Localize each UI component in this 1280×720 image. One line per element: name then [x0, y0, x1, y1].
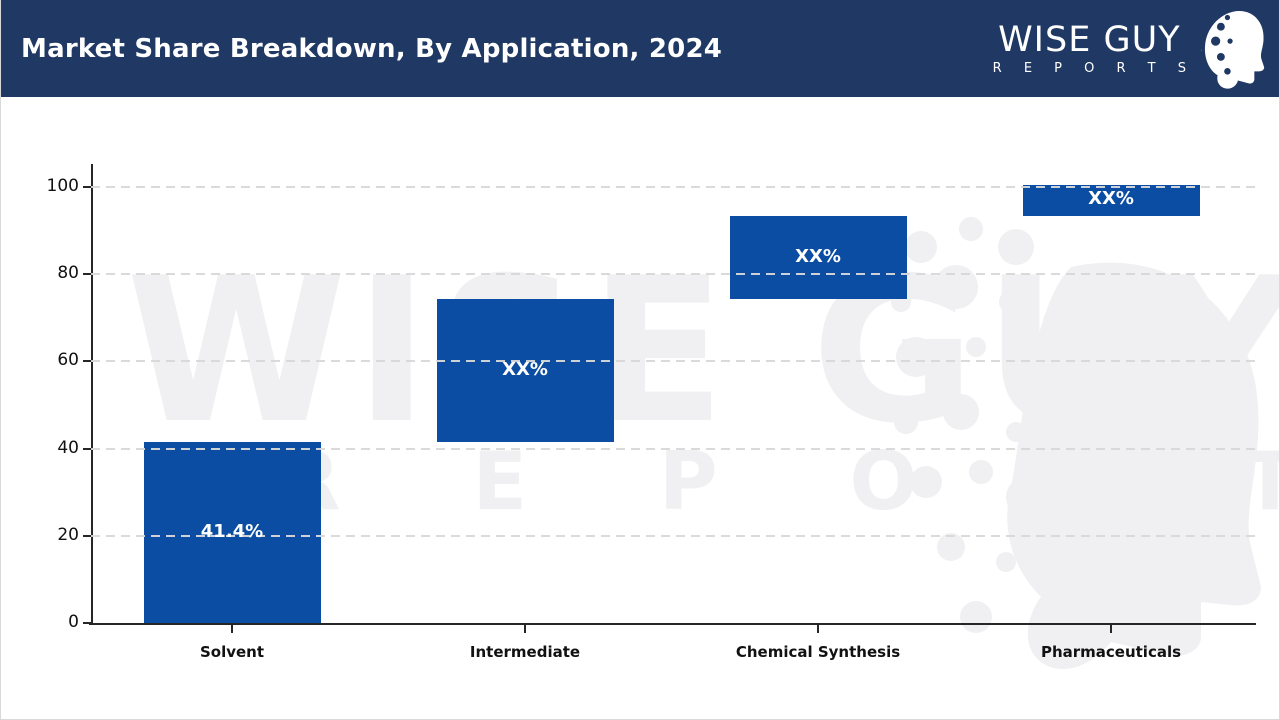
y-gridline	[91, 360, 1256, 363]
x-axis-line	[89, 623, 1256, 625]
x-category-label: Chemical Synthesis	[735, 643, 901, 661]
bar-value-label: XX%	[1088, 188, 1134, 210]
x-tickmark	[1110, 625, 1112, 633]
wise-guy-head-icon	[1201, 10, 1265, 89]
y-tick-label: 40	[57, 437, 79, 458]
bar-value-label: 41.4%	[200, 520, 264, 542]
y-axis-line	[91, 164, 93, 625]
plot-area: WISE GUY R E P O R T S 02040608010041.4%…	[1, 97, 1279, 719]
bar-pharmaceuticals	[1022, 184, 1200, 216]
y-gridline	[91, 534, 1256, 537]
y-tickmark	[83, 622, 91, 624]
y-gridline	[91, 186, 1256, 188]
brand-logo: WISE GUY R E P O R T S	[984, 7, 1267, 91]
y-tickmark	[83, 360, 91, 363]
brand-subtitle: R E P O R T S	[992, 60, 1195, 76]
watermark-face-dots	[891, 217, 1261, 670]
y-tickmark	[83, 447, 91, 450]
x-tickmark	[231, 625, 233, 633]
brand-wordmark: WISE GUY R E P O R T S	[984, 19, 1195, 76]
bar-value-label: XX%	[795, 245, 841, 267]
y-tick-label: 100	[46, 176, 79, 196]
x-category-label: Pharmaceuticals	[1040, 643, 1182, 661]
y-tickmark	[83, 186, 91, 188]
y-tick-label: 20	[57, 524, 79, 545]
y-tickmark	[83, 534, 91, 537]
y-gridline	[91, 447, 1256, 450]
y-tick-label: 60	[57, 350, 79, 371]
bar-solvent	[143, 442, 321, 623]
x-category-label: Intermediate	[469, 643, 581, 661]
bar-value-label: XX%	[502, 358, 548, 380]
header-bar: Market Share Breakdown, By Application, …	[1, 0, 1279, 97]
x-tickmark	[524, 625, 526, 633]
x-category-label: Solvent	[199, 643, 265, 661]
brand-name: WISE GUY	[998, 19, 1181, 60]
y-tick-label: 80	[57, 263, 79, 284]
y-gridline	[91, 273, 1256, 276]
x-tickmark	[817, 625, 819, 633]
page-title: Market Share Breakdown, By Application, …	[21, 33, 723, 64]
y-tick-label: 0	[68, 612, 79, 632]
bar-chemical-synthesis	[729, 215, 907, 300]
bar-intermediate	[436, 299, 614, 443]
y-tickmark	[83, 273, 91, 276]
